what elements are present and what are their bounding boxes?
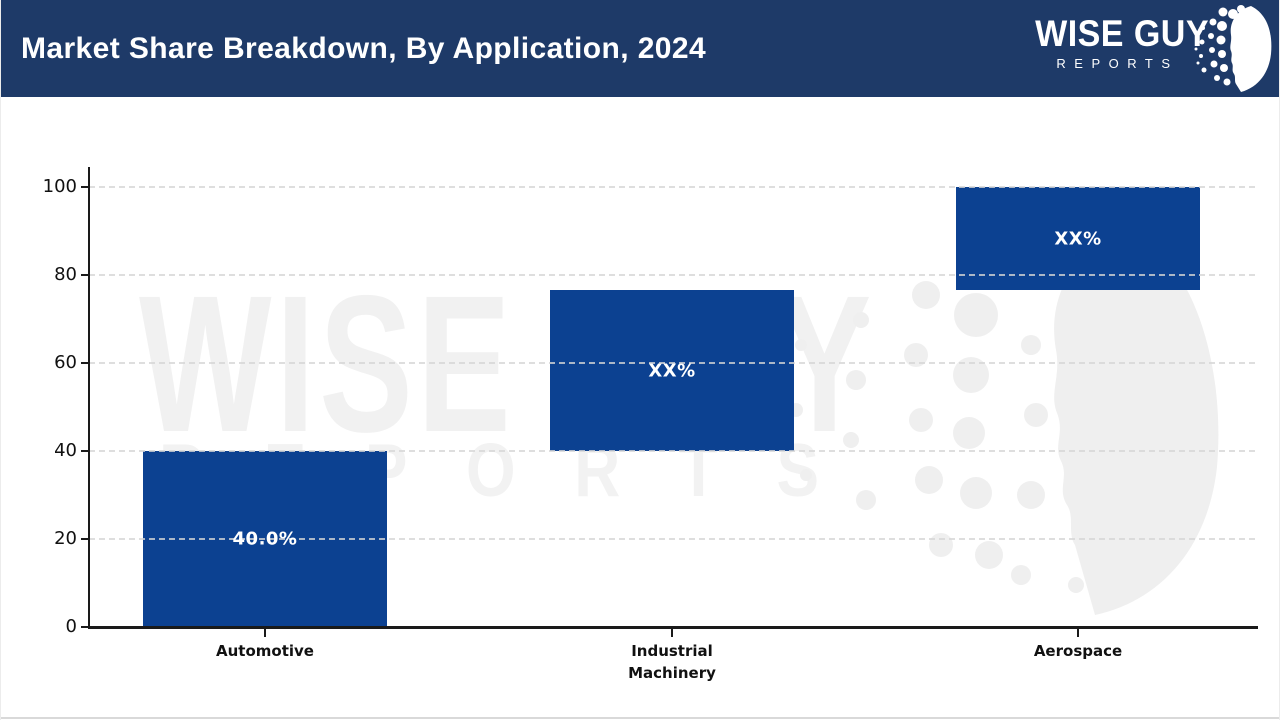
y-tick-mark: [81, 450, 89, 452]
brand-logo-face-icon: [1194, 5, 1272, 92]
x-tick-mark: [264, 629, 266, 637]
x-tick-mark: [671, 629, 673, 637]
y-gridline: [89, 186, 1255, 188]
y-tick-label: 100: [42, 176, 77, 197]
y-tick-label: 60: [54, 352, 77, 373]
x-category-label: Automotive: [216, 642, 314, 660]
y-tick-label: 40: [54, 440, 77, 461]
header-banner: Market Share Breakdown, By Application, …: [1, 0, 1279, 97]
x-category-label: Industrial Machinery: [628, 642, 716, 682]
bottom-divider: [1, 717, 1279, 719]
y-tick-mark: [81, 186, 89, 188]
bar-value-label: 40.0%: [232, 528, 298, 550]
brand-logo: WISE GUY REPORTS: [1009, 0, 1279, 97]
brand-logo-text: WISE GUY REPORTS: [1020, 13, 1209, 72]
x-tick-mark: [1077, 629, 1079, 637]
waterfall-bar-segment: [550, 290, 794, 451]
brand-logo-reports-text: REPORTS: [1056, 56, 1179, 71]
y-axis-spine: [88, 167, 90, 628]
bar-value-label: XX%: [648, 360, 696, 382]
waterfall-bar-segment: [956, 187, 1200, 291]
y-gridline: [89, 274, 1255, 276]
y-tick-mark: [81, 626, 89, 628]
y-tick-mark: [81, 538, 89, 540]
y-gridline: [89, 450, 1255, 452]
chart-title: Market Share Breakdown, By Application, …: [21, 31, 707, 65]
brand-logo-wordmark: WISE GUY: [1035, 13, 1209, 54]
y-tick-label: 80: [54, 264, 77, 285]
watermark-face-dots-graphic: [757, 229, 1219, 615]
y-tick-mark: [81, 274, 89, 276]
y-tick-label: 0: [65, 616, 77, 637]
y-gridline: [89, 362, 1255, 364]
y-tick-mark: [81, 362, 89, 364]
y-tick-label: 20: [54, 528, 77, 549]
x-axis-spine: [88, 626, 1258, 629]
y-gridline: [89, 538, 1255, 540]
x-category-label: Aerospace: [1033, 642, 1123, 660]
bar-value-label: XX%: [1054, 228, 1102, 250]
